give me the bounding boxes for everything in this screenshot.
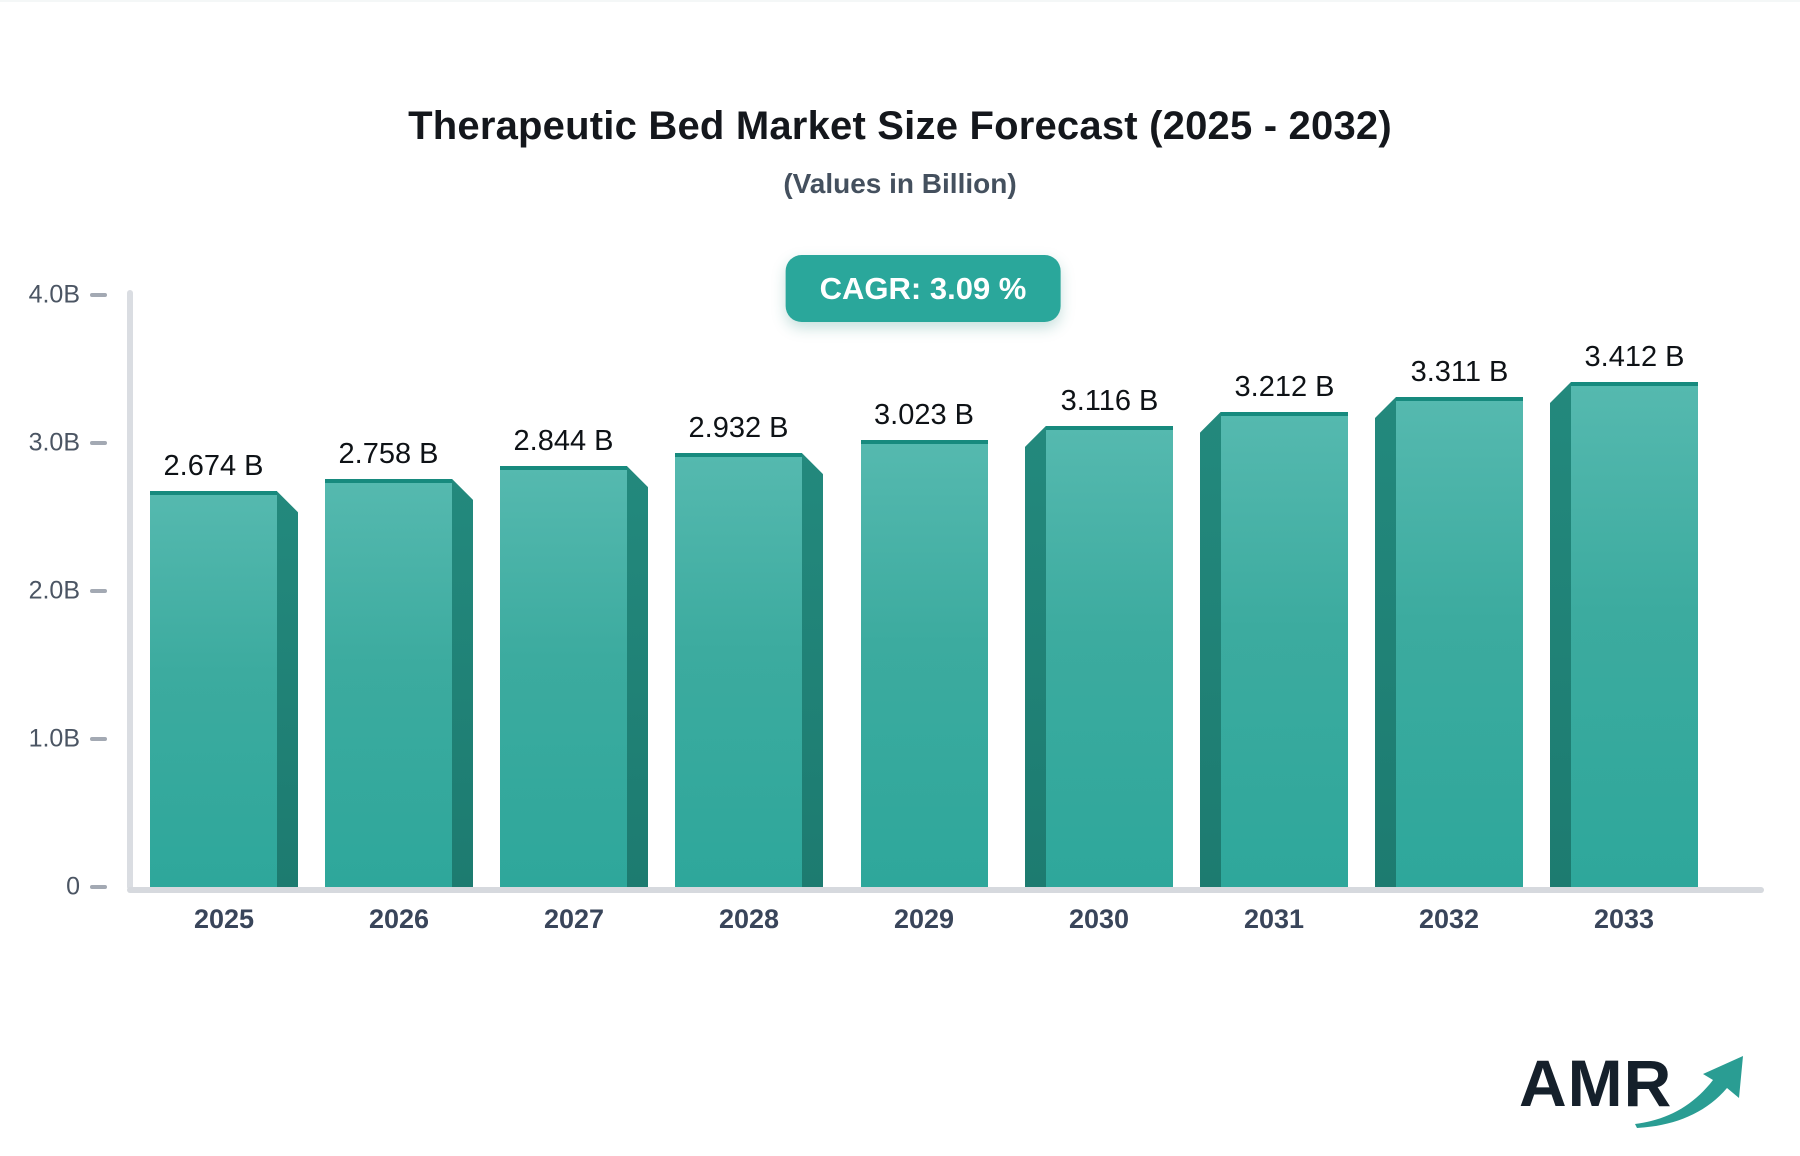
chart-subtitle: (Values in Billion) (783, 168, 1017, 199)
chart-title: Therapeutic Bed Market Size Forecast (20… (408, 104, 1392, 148)
bar-2029 (860, 439, 988, 887)
bar-value-label: 2.674 B (163, 450, 264, 483)
bar-2025 (150, 491, 277, 887)
x-axis-category-label: 2026 (368, 904, 430, 934)
bar-2032 (1396, 396, 1523, 887)
bar-2028 (675, 453, 802, 887)
y-axis-tick-mark (90, 441, 107, 445)
bar-3d-bevel (1375, 396, 1396, 887)
y-axis-tick-label: 4.0B (28, 280, 80, 309)
x-axis-category-label: 2030 (1068, 904, 1130, 934)
y-axis-tick-mark (90, 737, 107, 741)
y-axis-tick-mark (90, 589, 107, 593)
bar-2031 (1221, 411, 1348, 887)
y-axis-tick-label: 2.0B (28, 576, 80, 605)
bar-value-label: 2.844 B (513, 425, 614, 458)
y-axis-tick-mark (90, 885, 107, 889)
y-axis-tick-label: 0 (66, 872, 80, 901)
y-axis-tick-label: 1.0B (28, 724, 80, 753)
bar-2027 (500, 466, 627, 887)
bar-2026 (325, 478, 452, 887)
bar-value-label: 3.023 B (874, 398, 974, 431)
x-axis-category-label: 2032 (1418, 904, 1480, 934)
x-axis-category-label: 2033 (1593, 904, 1655, 934)
bar-value-label: 2.932 B (688, 412, 789, 445)
amr-logo-text: AMR (1519, 1046, 1672, 1120)
x-axis-category-label: 2027 (543, 904, 605, 934)
logo-growth-arrow-icon (1635, 1056, 1743, 1128)
x-axis-line (127, 887, 1764, 893)
amr-logo: AMR (1519, 1046, 1743, 1128)
bar-3d-bevel (802, 453, 823, 887)
x-axis-category-label: 2028 (718, 904, 780, 934)
bar-2033 (1571, 382, 1698, 887)
bar-3d-bevel (1025, 425, 1046, 887)
y-axis-line (127, 290, 133, 890)
bar-value-label: 3.212 B (1234, 370, 1335, 403)
cagr-badge: CAGR: 3.09 % (785, 255, 1061, 322)
x-axis-category-label: 2029 (893, 904, 955, 934)
bar-3d-bevel (1200, 411, 1221, 887)
bar-3d-bevel (277, 491, 298, 887)
bar-value-label: 3.412 B (1584, 341, 1685, 374)
bar-value-label: 3.311 B (1410, 355, 1509, 388)
bar-2030 (1046, 425, 1173, 887)
x-axis-category-label: 2031 (1243, 904, 1305, 934)
bar-value-label: 2.758 B (338, 437, 439, 470)
bar-3d-bevel (452, 478, 473, 887)
y-axis-tick-mark (90, 293, 107, 297)
bar-3d-bevel (1550, 382, 1571, 887)
y-axis-tick-label: 3.0B (28, 428, 80, 457)
x-axis-category-label: 2025 (193, 904, 255, 934)
bar-value-label: 3.116 B (1060, 384, 1159, 417)
bar-3d-bevel (627, 466, 648, 887)
